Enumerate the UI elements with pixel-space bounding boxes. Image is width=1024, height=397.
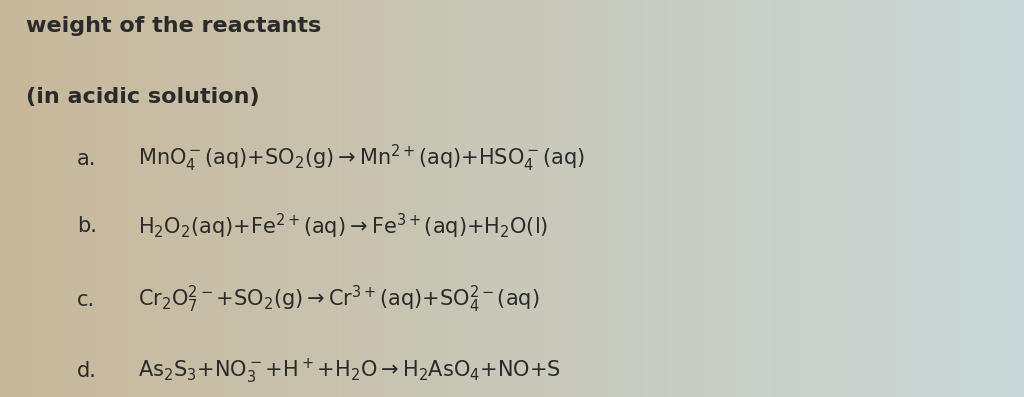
Text: a.: a. xyxy=(77,149,96,169)
Text: $\mathregular{MnO_4^-}$(aq)+$\mathregular{SO_2}$(g)$\rightarrow$$\mathregular{Mn: $\mathregular{MnO_4^-}$(aq)+$\mathregula… xyxy=(138,143,585,174)
Text: b.: b. xyxy=(77,216,96,236)
Text: weight of the reactants: weight of the reactants xyxy=(26,16,321,36)
Text: $\mathregular{Cr_2O_7^{2-}}$+$\mathregular{SO_2}$(g)$\rightarrow$$\mathregular{C: $\mathregular{Cr_2O_7^{2-}}$+$\mathregul… xyxy=(138,284,540,315)
Text: $\mathregular{As_2S_3}$+$\mathregular{NO_3^-}$+$\mathregular{H^+}$+$\mathregular: $\mathregular{As_2S_3}$+$\mathregular{NO… xyxy=(138,357,561,386)
Text: d.: d. xyxy=(77,361,96,381)
Text: $\mathregular{H_2O_2}$(aq)+$\mathregular{Fe^{2+}}$(aq)$\rightarrow$$\mathregular: $\mathregular{H_2O_2}$(aq)+$\mathregular… xyxy=(138,212,549,241)
Text: (in acidic solution): (in acidic solution) xyxy=(26,87,259,107)
Text: c.: c. xyxy=(77,290,95,310)
